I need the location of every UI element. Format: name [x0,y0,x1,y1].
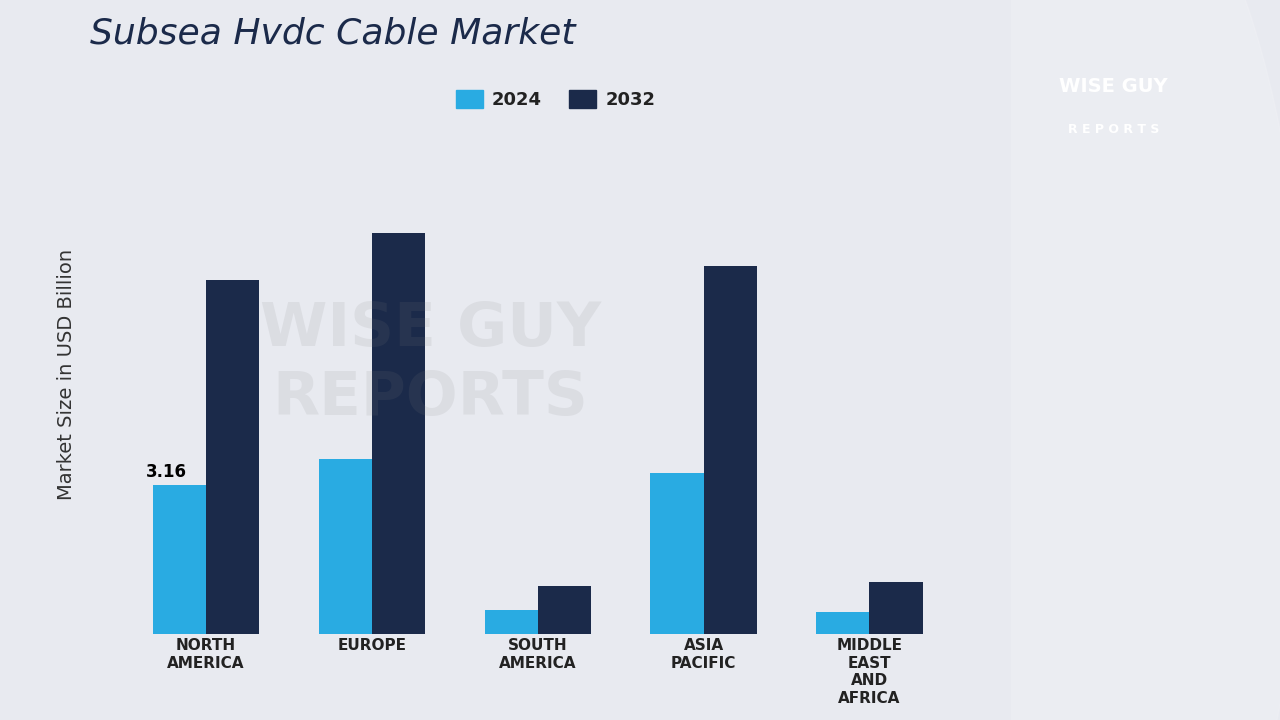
Bar [704,266,756,634]
Y-axis label: Market Size in USD Billion: Market Size in USD Billion [56,249,76,500]
Legend: 2024, 2032: 2024, 2032 [449,83,662,117]
Bar [869,582,923,634]
Bar [152,485,206,634]
Bar [206,280,259,634]
Bar [650,473,704,634]
Text: R E P O R T S: R E P O R T S [1068,123,1158,136]
Bar [371,233,425,634]
Bar [817,613,869,634]
Text: Subsea Hvdc Cable Market: Subsea Hvdc Cable Market [90,17,575,50]
Bar [538,587,590,634]
Text: 3.16: 3.16 [146,463,187,481]
Circle shape [850,0,1280,720]
Text: WISE GUY: WISE GUY [1059,77,1167,96]
Bar [485,610,538,634]
Bar [319,459,371,634]
Text: WISE GUY
REPORTS: WISE GUY REPORTS [260,300,600,428]
